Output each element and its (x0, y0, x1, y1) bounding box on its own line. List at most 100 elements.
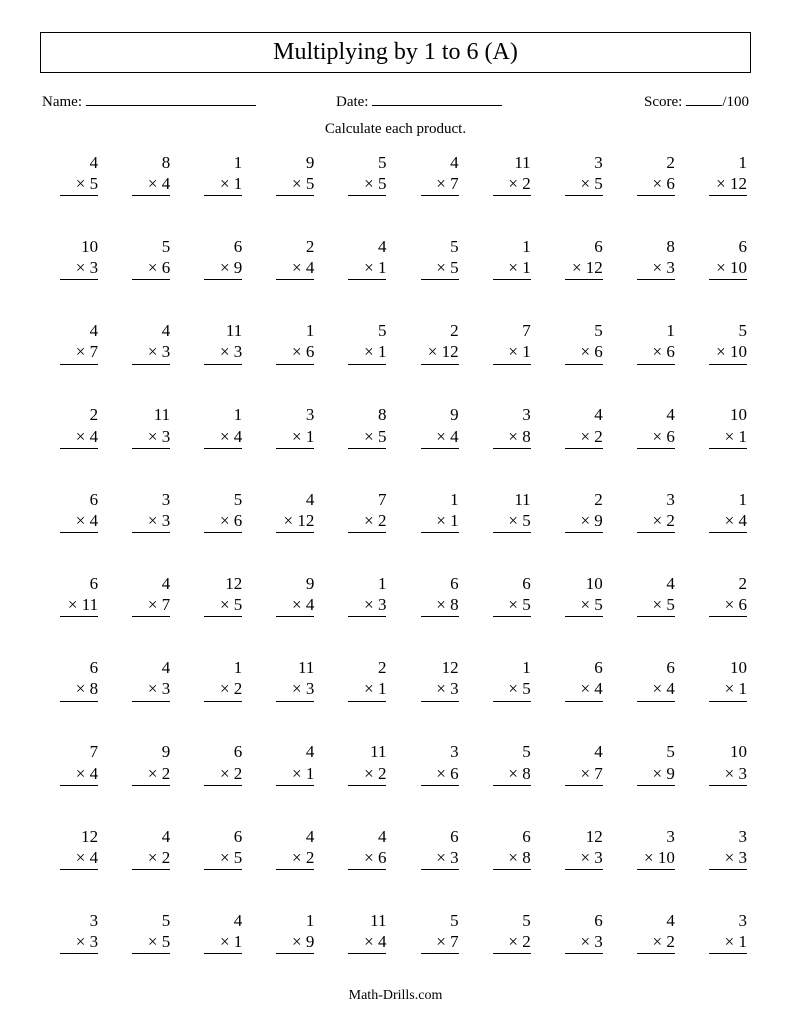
problem: 95 (256, 152, 318, 216)
problem: 55 (328, 152, 390, 216)
multiplicand: 2 (90, 404, 99, 425)
multiplicand: 12 (586, 826, 603, 847)
multiplicand: 1 (378, 573, 387, 594)
multiplier: 4 (276, 594, 314, 617)
multiplicand: 11 (514, 489, 530, 510)
multiplicand: 4 (666, 573, 675, 594)
problem: 64 (40, 489, 102, 553)
multiplicand: 5 (450, 910, 459, 931)
multiplicand: 5 (378, 320, 387, 341)
problem: 24 (256, 236, 318, 300)
problem: 13 (328, 573, 390, 637)
multiplicand: 1 (306, 320, 315, 341)
multiplier: 1 (709, 678, 747, 701)
problem: 41 (256, 741, 318, 805)
multiplicand: 11 (226, 320, 242, 341)
multiplicand: 8 (666, 236, 675, 257)
multiplicand: 6 (450, 573, 459, 594)
multiplier: 4 (60, 847, 98, 870)
multiplicand: 2 (306, 236, 315, 257)
multiplier: 10 (637, 847, 675, 870)
problem: 31 (256, 404, 318, 468)
problem: 71 (473, 320, 535, 384)
multiplier: 5 (637, 594, 675, 617)
multiplier: 3 (637, 257, 675, 280)
problem: 14 (184, 404, 246, 468)
multiplier: 8 (60, 678, 98, 701)
multiplier: 6 (709, 594, 747, 617)
multiplicand: 12 (442, 657, 459, 678)
multiplicand: 4 (594, 741, 603, 762)
multiplier: 6 (421, 763, 459, 786)
multiplicand: 6 (90, 489, 99, 510)
problem: 94 (400, 404, 462, 468)
date-blank (372, 89, 502, 106)
problem: 85 (328, 404, 390, 468)
problem: 69 (184, 236, 246, 300)
multiplier: 11 (60, 594, 98, 617)
multiplier: 3 (565, 847, 603, 870)
multiplicand: 6 (594, 910, 603, 931)
problem: 65 (473, 573, 535, 637)
multiplier: 12 (709, 173, 747, 196)
multiplicand: 6 (450, 826, 459, 847)
multiplicand: 11 (514, 152, 530, 173)
problem: 58 (473, 741, 535, 805)
multiplicand: 6 (90, 657, 99, 678)
problem: 51 (328, 320, 390, 384)
multiplier: 4 (637, 678, 675, 701)
multiplicand: 5 (450, 236, 459, 257)
multiplier: 4 (276, 257, 314, 280)
problem: 43 (112, 657, 174, 721)
multiplier: 7 (421, 931, 459, 954)
problem: 12 (184, 657, 246, 721)
multiplicand: 6 (594, 236, 603, 257)
multiplier: 5 (348, 426, 386, 449)
multiplicand: 2 (450, 320, 459, 341)
multiplicand: 6 (738, 236, 747, 257)
multiplicand: 9 (450, 404, 459, 425)
score-denominator: /100 (722, 94, 749, 111)
problem: 35 (545, 152, 607, 216)
multiplier: 5 (60, 173, 98, 196)
multiplier: 1 (348, 341, 386, 364)
multiplier: 5 (565, 594, 603, 617)
problem: 64 (545, 657, 607, 721)
problem: 45 (40, 152, 102, 216)
instruction-text: Calculate each product. (40, 121, 751, 138)
multiplicand: 4 (450, 152, 459, 173)
multiplier: 4 (204, 426, 242, 449)
multiplicand: 4 (378, 236, 387, 257)
problem: 612 (545, 236, 607, 300)
problem: 11 (473, 236, 535, 300)
problem: 115 (473, 489, 535, 553)
multiplier: 4 (60, 763, 98, 786)
multiplier: 10 (709, 257, 747, 280)
multiplicand: 10 (730, 404, 747, 425)
multiplier: 5 (204, 594, 242, 617)
problem: 47 (545, 741, 607, 805)
multiplier: 5 (421, 257, 459, 280)
multiplier: 6 (637, 173, 675, 196)
multiplicand: 9 (306, 152, 315, 173)
multiplier: 1 (493, 257, 531, 280)
multiplier: 7 (132, 594, 170, 617)
multiplier: 12 (276, 510, 314, 533)
multiplier: 1 (276, 426, 314, 449)
problem: 14 (689, 489, 751, 553)
multiplicand: 4 (666, 404, 675, 425)
problem: 611 (40, 573, 102, 637)
multiplicand: 10 (81, 236, 98, 257)
multiplicand: 2 (738, 573, 747, 594)
multiplier: 9 (637, 763, 675, 786)
problem: 33 (40, 910, 102, 974)
problem: 32 (617, 489, 679, 553)
multiplicand: 3 (738, 826, 747, 847)
problem: 42 (617, 910, 679, 974)
multiplier: 12 (421, 341, 459, 364)
multiplier: 4 (132, 173, 170, 196)
multiplier: 2 (565, 426, 603, 449)
problem: 94 (256, 573, 318, 637)
problem: 36 (400, 741, 462, 805)
multiplicand: 1 (306, 910, 315, 931)
